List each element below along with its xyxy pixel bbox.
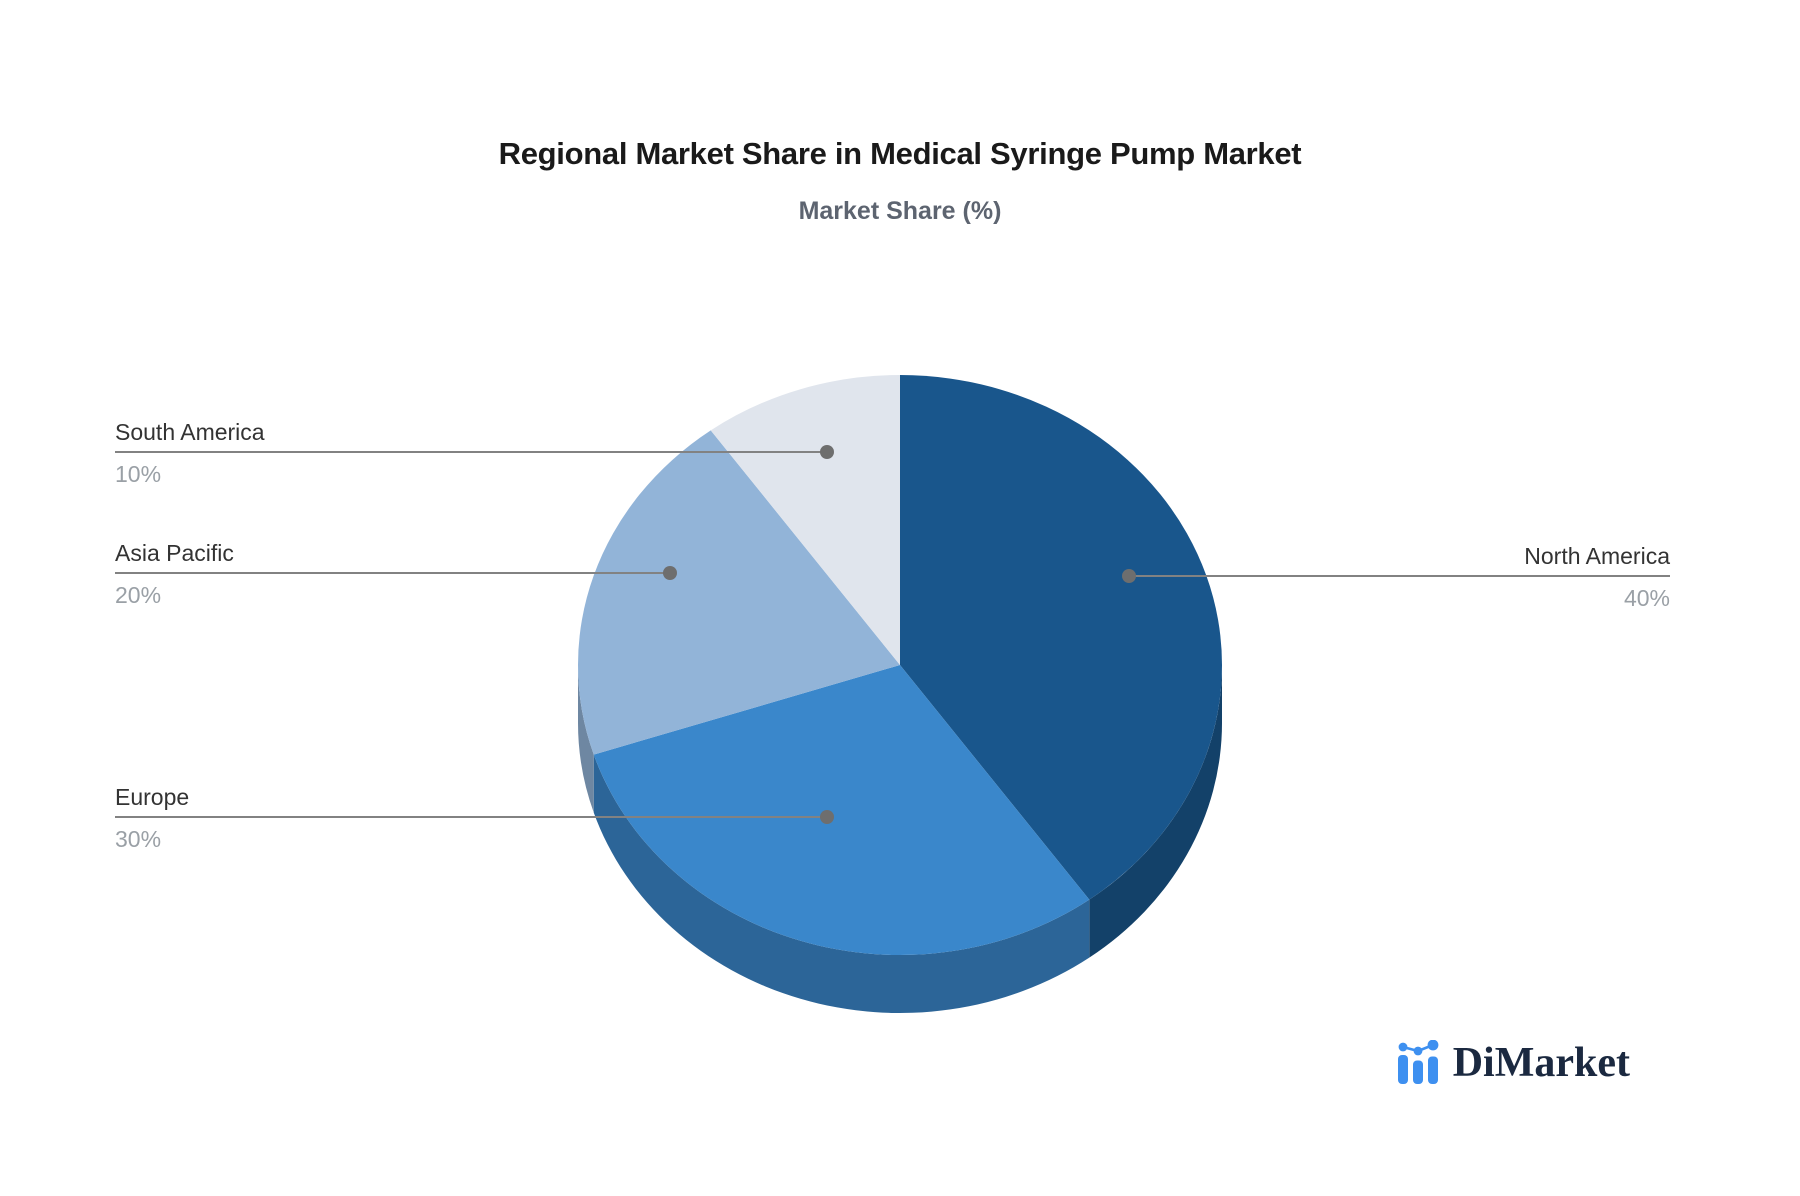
pie-slice-europe <box>593 665 1090 955</box>
bar-line-chart-icon <box>1397 1040 1439 1084</box>
chart-subtitle: Market Share (%) <box>798 197 1002 225</box>
slice-percentage: 40% <box>1623 585 1670 612</box>
chart-title: Regional Market Share in Medical Syringe… <box>498 136 1302 171</box>
pie-slice-asia-pacific <box>578 430 900 755</box>
pie-slice-side-north-america <box>1089 665 1222 958</box>
leader-dot-north-america <box>1122 569 1136 583</box>
slice-label: Europe <box>115 784 190 810</box>
logo-text: DiMarket <box>1452 1040 1630 1086</box>
pie-slice-north-america <box>900 375 1222 900</box>
pie-slice-side-europe <box>593 754 1090 1014</box>
callout-north-america: North America 40% <box>1524 543 1670 612</box>
leader-dot-asia-pacific <box>663 566 677 580</box>
callout-asia-pacific: Asia Pacific 20% <box>115 540 234 609</box>
leader-dot-europe <box>820 810 834 824</box>
callout-europe: Europe 30% <box>115 784 189 853</box>
slice-label: Asia Pacific <box>115 540 234 566</box>
leader-dot-south-america <box>820 445 834 459</box>
dimarket-logo: DiMarket <box>1396 1040 1630 1086</box>
pie-slice-side-asia-pacific <box>578 665 594 813</box>
slice-label: South America <box>115 419 265 445</box>
slice-percentage: 30% <box>115 826 162 853</box>
slice-label: North America <box>1524 543 1670 569</box>
slice-percentage: 10% <box>115 461 162 488</box>
slice-percentage: 20% <box>115 582 162 609</box>
callout-south-america: South America 10% <box>115 419 265 488</box>
pie-slice-south-america <box>710 375 900 665</box>
